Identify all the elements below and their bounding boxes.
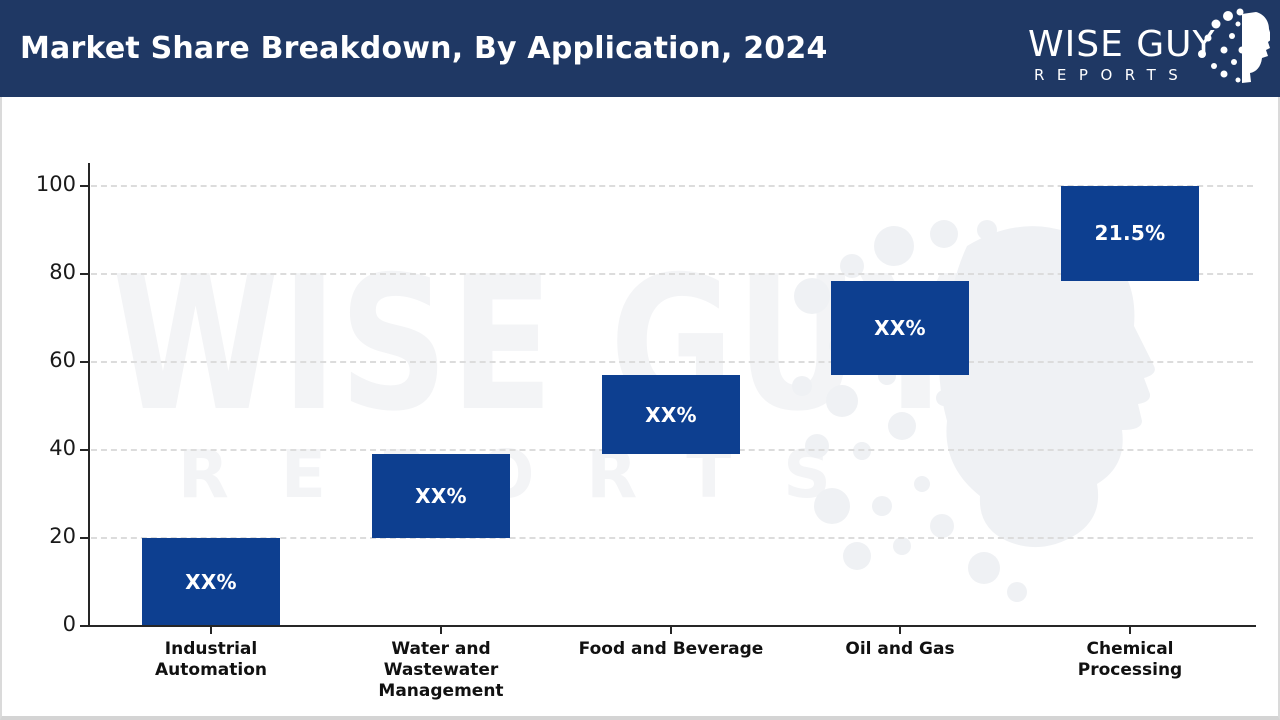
category-label-water-and-wastewater-management: Water and Wastewater Management: [378, 639, 504, 701]
category-label-oil-and-gas: Oil and Gas: [845, 639, 955, 659]
bar-value-label: XX%: [645, 402, 697, 427]
logo-wiseguy-text: WISE GUY: [1028, 24, 1216, 65]
bar-value-label: XX%: [415, 484, 467, 509]
header-bar: Market Share Breakdown, By Application, …: [0, 0, 1280, 97]
y-axis-line: [88, 163, 90, 627]
bar-industrial-automation: XX%: [142, 538, 280, 626]
y-tick-label: 0: [62, 612, 76, 636]
y-tick-label: 60: [49, 348, 76, 372]
bar-value-label: 21.5%: [1094, 221, 1166, 246]
y-tick: [80, 273, 88, 275]
logo-reports-text: REPORTS: [1034, 66, 1190, 84]
bar-value-label: XX%: [185, 570, 237, 594]
logo-head-icon: [1198, 8, 1270, 83]
gridline: [91, 185, 1253, 187]
x-tick: [210, 627, 212, 634]
category-label-chemical-processing: Chemical Processing: [1077, 639, 1183, 680]
y-tick: [80, 185, 88, 187]
x-axis-line: [88, 625, 1256, 627]
watermark-reports-text: REPORTS: [178, 436, 883, 513]
y-tick: [80, 449, 88, 451]
gridline: [91, 273, 1253, 275]
bar-value-label: XX%: [874, 315, 926, 340]
x-tick: [670, 627, 672, 634]
y-tick-label: 100: [35, 172, 76, 196]
y-tick: [80, 537, 88, 539]
bar-food-and-beverage: XX%: [602, 375, 740, 455]
y-tick-label: 80: [49, 260, 76, 284]
bar-oil-and-gas: XX%: [831, 280, 969, 376]
category-label-industrial-automation: Industrial Automation: [155, 639, 267, 680]
category-label-food-and-beverage: Food and Beverage: [578, 639, 764, 659]
y-tick-label: 20: [49, 524, 76, 548]
bar-water-and-wastewater-management: XX%: [372, 454, 510, 538]
page-title: Market Share Breakdown, By Application, …: [20, 31, 828, 66]
x-tick: [1129, 627, 1131, 634]
bar-chemical-processing: 21.5%: [1061, 186, 1199, 281]
gridline: [91, 537, 1253, 539]
x-tick: [440, 627, 442, 634]
wise-guy-logo: WISE GUY REPORTS: [1028, 8, 1270, 84]
y-tick: [80, 625, 88, 627]
gridline: [91, 361, 1253, 363]
x-tick: [899, 627, 901, 634]
y-tick: [80, 361, 88, 363]
y-tick-label: 40: [49, 436, 76, 460]
